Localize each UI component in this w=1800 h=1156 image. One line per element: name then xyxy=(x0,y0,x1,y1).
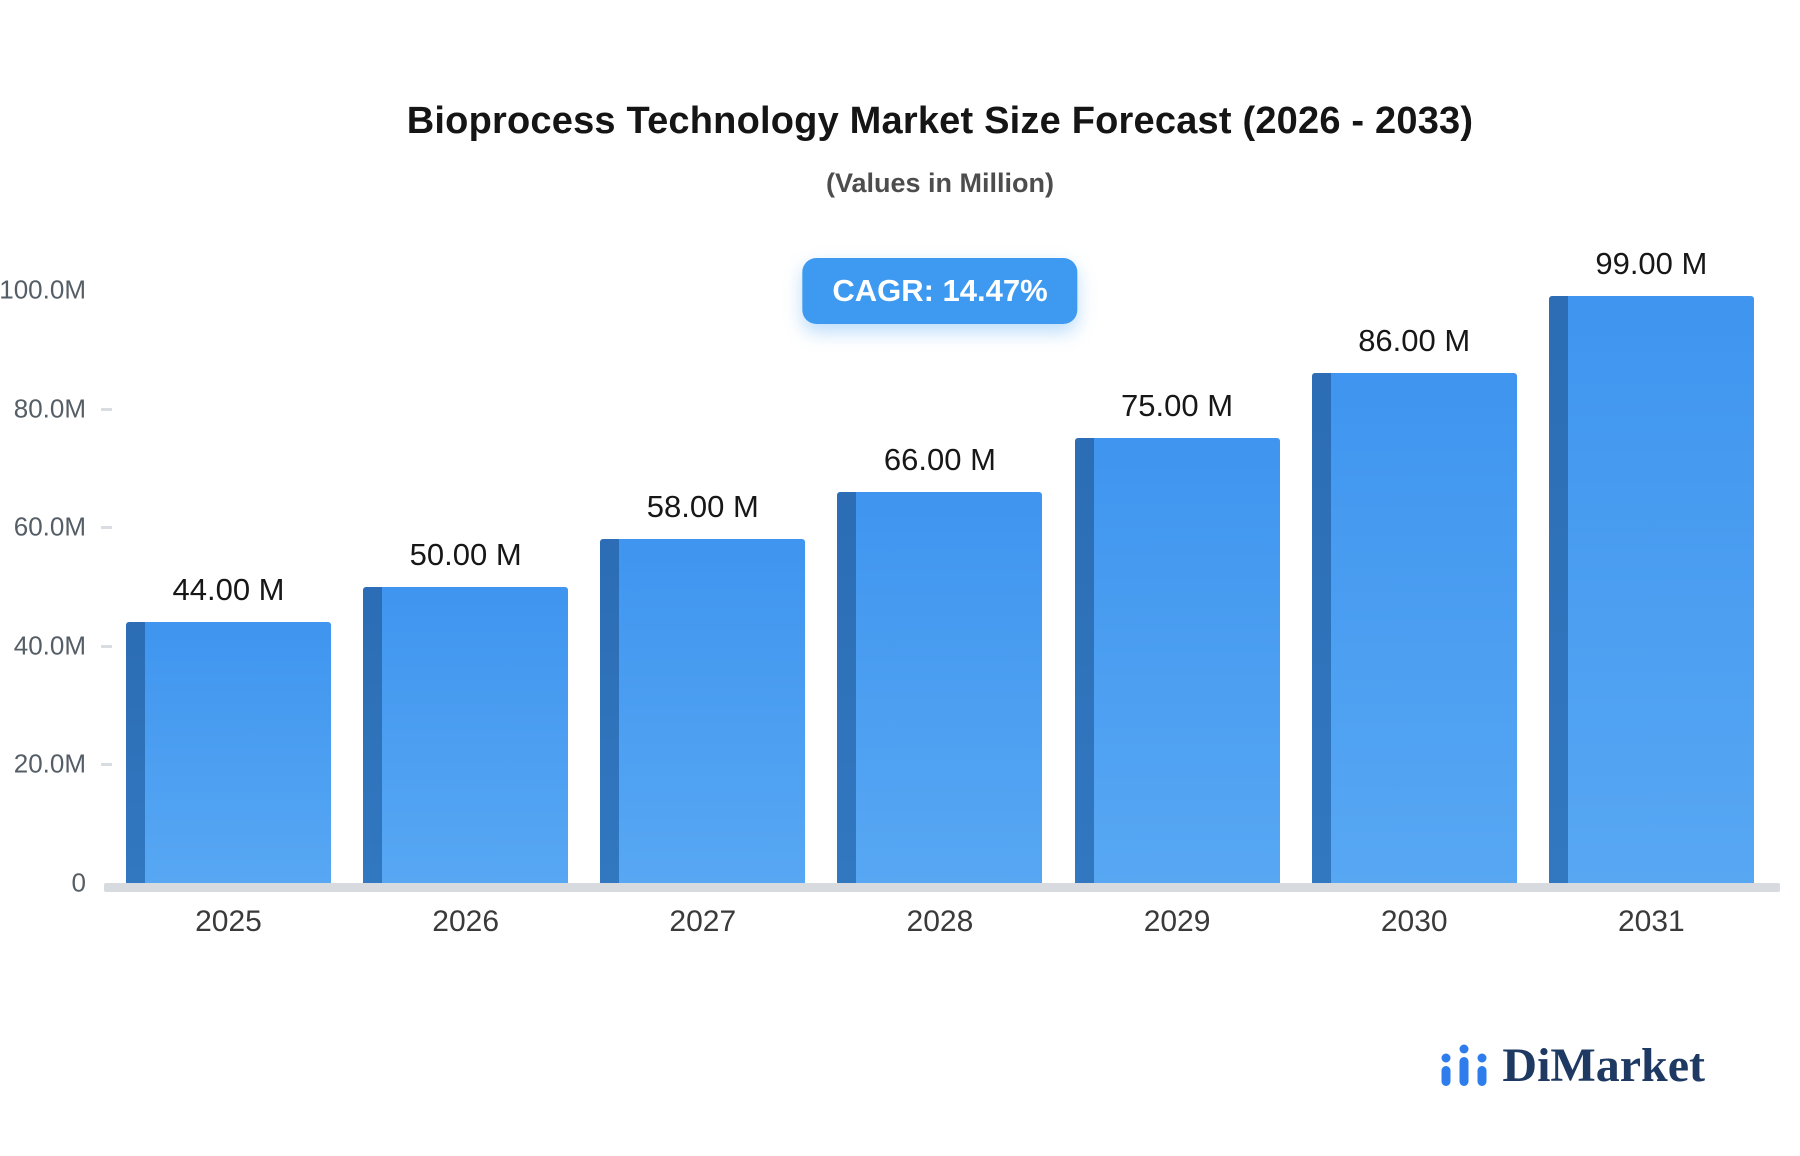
brand-name: DiMarket xyxy=(1502,1039,1705,1092)
bar-group-2031: 99.00 M xyxy=(1533,246,1770,883)
bar-2029[interactable]: 75.00 M xyxy=(1074,388,1280,883)
bar-group-2027: 58.00 M xyxy=(584,290,821,883)
x-axis-label: 2025 xyxy=(195,905,262,938)
bar-value-label: 86.00 M xyxy=(1358,323,1471,359)
y-tick-label: 40.0M xyxy=(13,630,86,661)
bar-value-label: 44.00 M xyxy=(172,572,285,608)
x-axis-label: 2030 xyxy=(1380,905,1448,938)
bar-2028[interactable]: 66.00 M xyxy=(837,442,1043,883)
y-tick-label: 20.0M xyxy=(13,748,86,779)
x-axis-label: 2031 xyxy=(1617,905,1685,938)
bar-2025[interactable]: 44.00 M xyxy=(126,572,331,883)
bar-side-shade xyxy=(1074,438,1094,883)
bar-group-2025: 44.00 M xyxy=(110,290,347,883)
bar-group-2028: 66.00 M xyxy=(821,290,1058,883)
bar-value-label: 66.00 M xyxy=(883,441,996,477)
bar-chart-logo-icon xyxy=(1441,1044,1487,1086)
bar-face xyxy=(1330,373,1517,883)
bar-group-2026: 50.00 M xyxy=(347,290,584,883)
bar-side-shade xyxy=(1548,295,1568,883)
bar-value-label: 58.00 M xyxy=(646,489,759,525)
bar-face xyxy=(619,539,806,883)
chart-subtitle: (Values in Million) xyxy=(825,168,1055,198)
bar-value-label: 50.00 M xyxy=(409,536,522,572)
bar-face xyxy=(1093,438,1280,883)
bar-group-2029: 75.00 M xyxy=(1059,290,1296,883)
bar-face xyxy=(145,622,331,883)
x-axis-label: 2028 xyxy=(906,905,974,938)
cagr-badge: CAGR: 14.47% xyxy=(802,258,1078,324)
bar-2026[interactable]: 50.00 M xyxy=(363,537,569,883)
bar-side-shade xyxy=(600,539,620,883)
x-axis-label: 2027 xyxy=(669,905,737,938)
bar-value-label: 99.00 M xyxy=(1595,245,1708,281)
bar-value-label: 75.00 M xyxy=(1121,388,1234,424)
bar-2027[interactable]: 58.00 M xyxy=(600,489,806,883)
page-title: Bioprocess Technology Market Size Foreca… xyxy=(406,100,1474,142)
x-axis-label: 2029 xyxy=(1143,905,1211,938)
y-tick-mark xyxy=(101,526,112,530)
plot-area: 44.00 M 50.00 M 58.00 M 66.00 M 75.00 M 86.00… xyxy=(110,246,1770,883)
y-tick-mark xyxy=(101,407,112,411)
y-tick-label: 0 xyxy=(71,867,86,898)
bar-face xyxy=(382,586,569,883)
y-tick-mark xyxy=(101,763,112,767)
bar-side-shade xyxy=(126,622,145,883)
y-tick-label: 60.0M xyxy=(13,511,86,542)
bar-group-2030: 86.00 M xyxy=(1296,290,1533,883)
bar-face xyxy=(1567,295,1754,883)
y-tick-mark xyxy=(101,644,112,648)
bar-side-shade xyxy=(1311,373,1331,883)
y-tick-label: 80.0M xyxy=(13,393,86,424)
x-axis-label: 2026 xyxy=(432,905,500,938)
x-axis-baseline xyxy=(104,883,1780,892)
y-axis: 0 20.0M 40.0M 60.0M 80.0M 100.0M xyxy=(0,275,112,898)
bar-face xyxy=(856,491,1043,883)
bar-side-shade xyxy=(363,586,383,883)
brand-logo: DiMarket xyxy=(1438,1042,1705,1090)
bar-2031[interactable]: 99.00 M xyxy=(1548,246,1754,883)
bar-2030[interactable]: 86.00 M xyxy=(1311,323,1517,883)
y-tick-label: 100.0M xyxy=(0,274,86,305)
x-axis: 2025 2026 2027 2028 2029 2030 2031 xyxy=(110,905,1770,949)
bar-side-shade xyxy=(837,491,857,883)
